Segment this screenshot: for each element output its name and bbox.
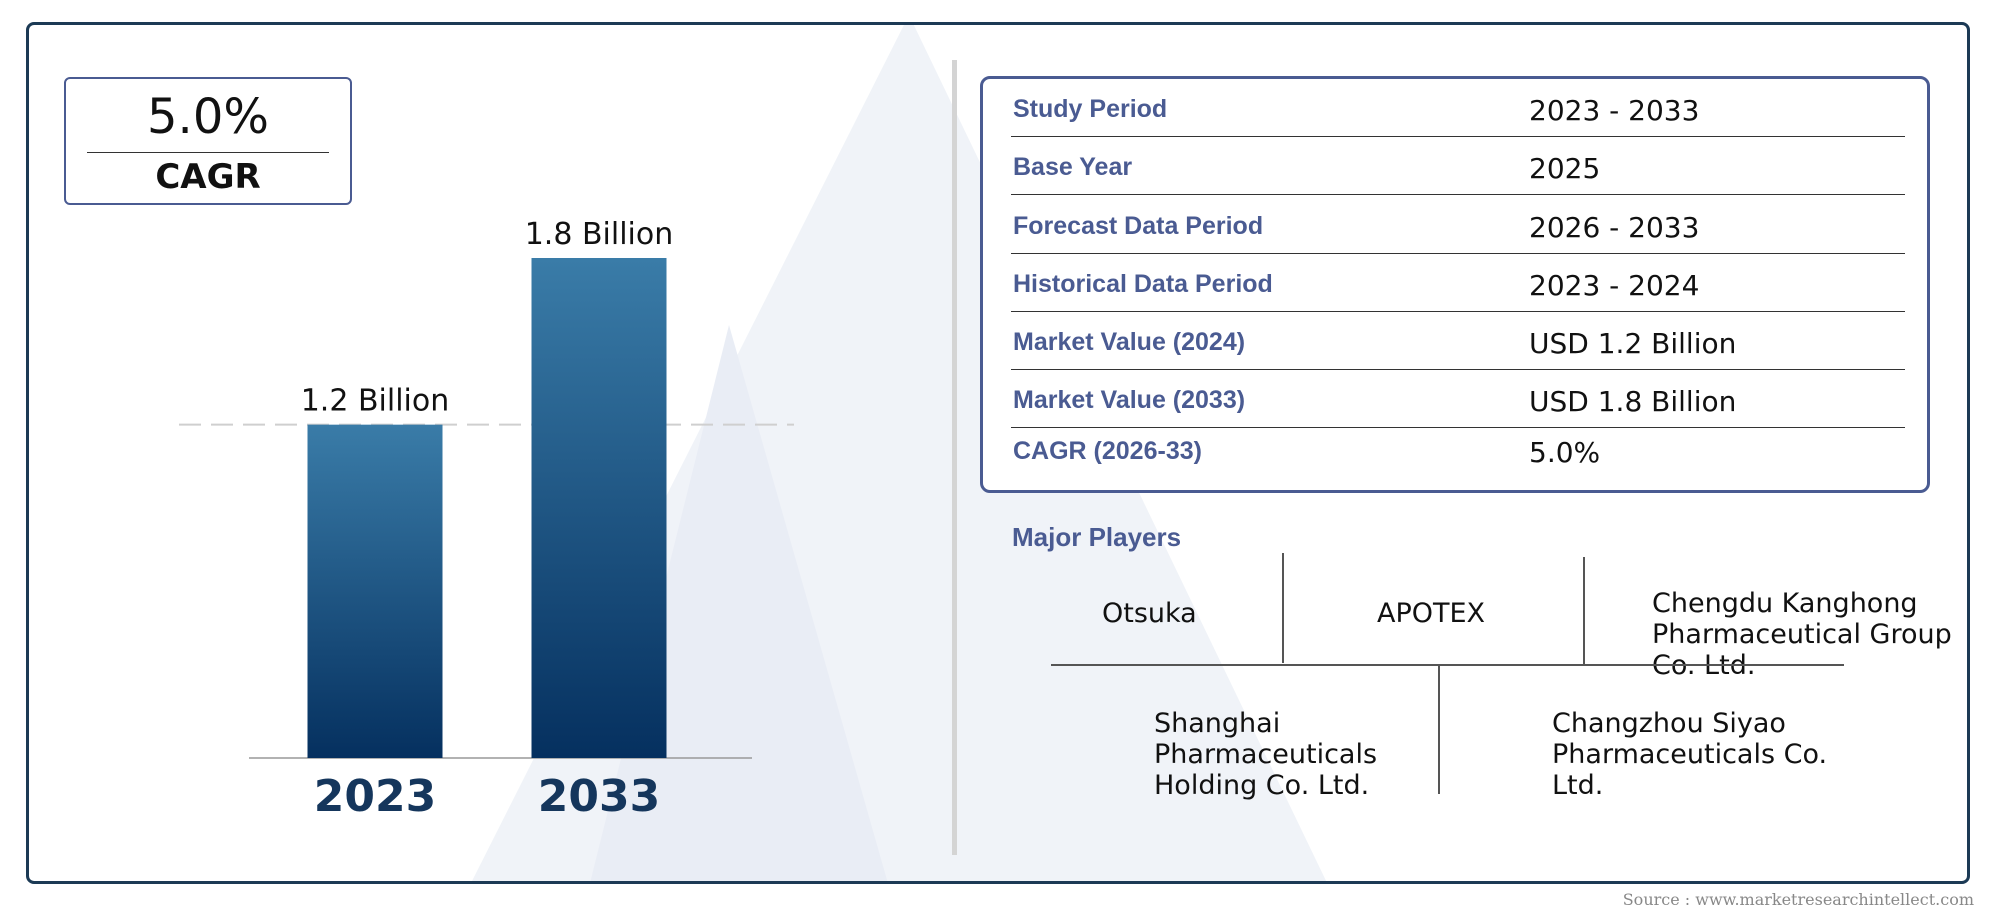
- category-label: 2033: [538, 771, 660, 822]
- info-row: Forecast Data Period 2026 - 2033: [1011, 196, 1905, 254]
- info-value: 2023 - 2024: [1529, 269, 1700, 302]
- player-chengdu-kanghong: Chengdu Kanghong Pharmaceutical Group Co…: [1652, 588, 1952, 681]
- info-label: Study Period: [1013, 95, 1168, 123]
- info-row: CAGR (2026-33) 5.0%: [1011, 421, 1905, 479]
- player-changzhou-siyao: Changzhou Siyao Pharmaceuticals Co. Ltd.: [1552, 708, 1828, 801]
- info-label: Market Value (2033): [1013, 386, 1246, 414]
- info-value: 2026 - 2033: [1529, 211, 1700, 244]
- cagr-separator: [87, 152, 329, 153]
- bar-2023: [307, 424, 443, 758]
- info-row: Market Value (2033) USD 1.8 Billion: [1011, 370, 1905, 428]
- player-divider: [1282, 553, 1284, 663]
- bar-2033: [531, 258, 667, 758]
- player-apotex: APOTEX: [1377, 598, 1486, 629]
- info-label: Market Value (2024): [1013, 328, 1246, 356]
- player-divider: [1438, 666, 1440, 794]
- cagr-box: 5.0% CAGR: [64, 77, 352, 205]
- info-row: Study Period 2023 - 2033: [1011, 79, 1905, 137]
- infographic-frame: 5.0% CAGR 1.2 Billion 2023 1.8 Billion 2033…: [26, 22, 1970, 884]
- players-separator: [1051, 664, 1844, 666]
- bar-value-label: 1.2 Billion: [301, 384, 450, 419]
- cagr-label: CAGR: [155, 157, 261, 197]
- cagr-value: 5.0%: [147, 89, 269, 145]
- info-value: USD 1.8 Billion: [1529, 385, 1737, 418]
- info-row: Base Year 2025: [1011, 137, 1905, 195]
- info-row: Historical Data Period 2023 - 2024: [1011, 254, 1905, 312]
- info-label: Forecast Data Period: [1013, 212, 1264, 240]
- info-row: Market Value (2024) USD 1.2 Billion: [1011, 312, 1905, 370]
- player-otsuka: Otsuka: [1102, 598, 1197, 629]
- major-players-title: Major Players: [1012, 522, 1182, 552]
- info-value: USD 1.2 Billion: [1529, 327, 1737, 360]
- bar-value-label: 1.8 Billion: [525, 217, 674, 252]
- info-value: 2023 - 2033: [1529, 94, 1700, 127]
- source-credit: Source : www.marketresearchintellect.com: [1622, 890, 1974, 909]
- category-label: 2023: [314, 771, 436, 822]
- market-info-table: Study Period 2023 - 2033 Base Year 2025 Fore…: [980, 76, 1930, 493]
- player-divider: [1583, 557, 1585, 665]
- info-value: 5.0%: [1529, 436, 1601, 469]
- info-label: Historical Data Period: [1013, 270, 1273, 298]
- info-value: 2025: [1529, 152, 1601, 185]
- player-shanghai-pharma: Shanghai Pharmaceuticals Holding Co. Ltd…: [1154, 708, 1378, 801]
- panel-divider: [952, 60, 957, 855]
- bar-chart: 1.2 Billion 2023 1.8 Billion 2033: [179, 217, 794, 822]
- info-label: Base Year: [1013, 153, 1133, 181]
- info-label: CAGR (2026-33): [1013, 437, 1202, 465]
